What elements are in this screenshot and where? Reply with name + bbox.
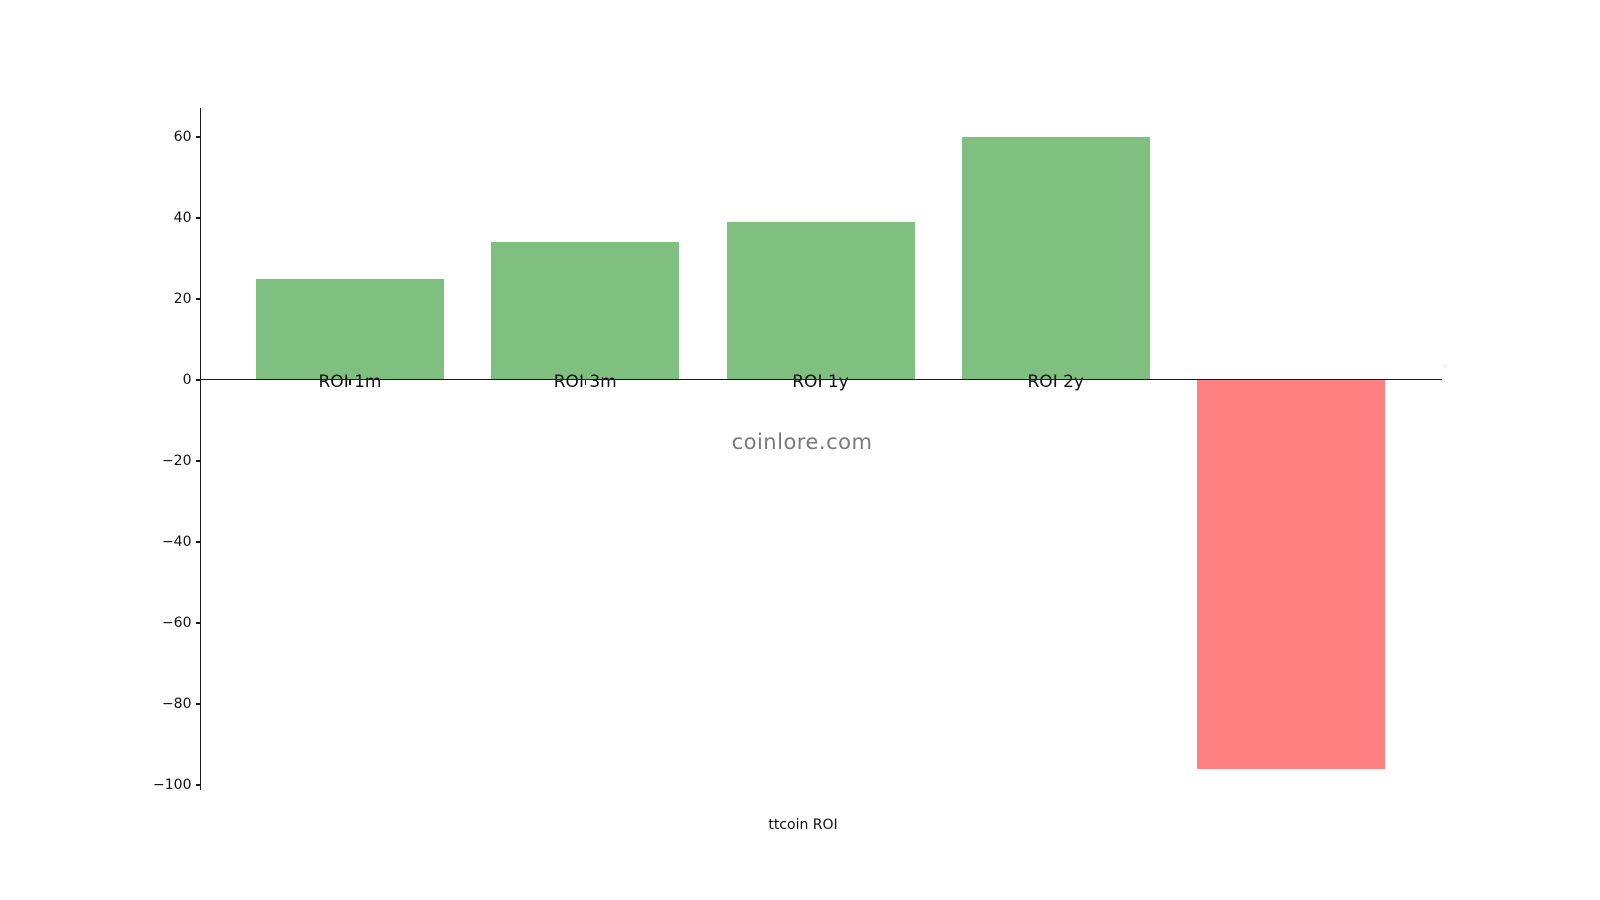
x-axis-title: ttcoin ROI — [768, 817, 838, 833]
y-tick-label-0: 0 — [182, 372, 192, 388]
x-tick-mark-4 — [1055, 380, 1057, 385]
y-tick-mark-20 — [195, 298, 201, 300]
y-tick-label-40: 40 — [173, 210, 192, 226]
x-tick-mark-2 — [584, 380, 586, 385]
y-tick-mark--100 — [195, 784, 201, 786]
y-tick-mark-40 — [195, 217, 201, 219]
y-tick-mark--40 — [195, 541, 201, 543]
x-tick-label-roi-1m: ROI 1m — [318, 372, 382, 392]
y-tick-label-60: 60 — [173, 129, 192, 145]
y-tick-label--20: −20 — [161, 453, 192, 469]
bar-unlabeled-negative — [1197, 380, 1385, 769]
y-tick-label--40: −40 — [161, 534, 192, 550]
x-axis-zero-line — [200, 379, 1442, 381]
x-tick-label-roi-3m: ROI 3m — [553, 372, 617, 392]
y-tick-label--100: −100 — [153, 777, 192, 793]
y-tick-mark--80 — [195, 703, 201, 705]
y-tick-mark-0 — [195, 379, 201, 381]
y-tick-mark--60 — [195, 622, 201, 624]
y-tick-label-20: 20 — [173, 291, 192, 307]
y-tick-mark-60 — [195, 136, 201, 138]
y-axis-line — [200, 108, 202, 790]
x-tick-mark-1 — [349, 380, 351, 385]
bar-roi-3m — [491, 242, 680, 380]
x-tick-mark-3 — [819, 380, 822, 385]
bar-roi-1y — [726, 222, 915, 380]
watermark: coinlore.com — [731, 430, 873, 454]
x-tick-label-roi-2y: ROI 2y — [1027, 372, 1085, 392]
bar-roi-2y — [961, 137, 1150, 380]
x-tick-label-roi-1y: ROI 1y — [792, 372, 849, 392]
y-tick-mark--20 — [195, 460, 201, 462]
bar-roi-1m — [256, 278, 444, 380]
y-tick-label--60: −60 — [161, 615, 192, 631]
y-tick-label--80: −80 — [161, 696, 192, 712]
axis-end-artifact: × — [1441, 362, 1449, 372]
